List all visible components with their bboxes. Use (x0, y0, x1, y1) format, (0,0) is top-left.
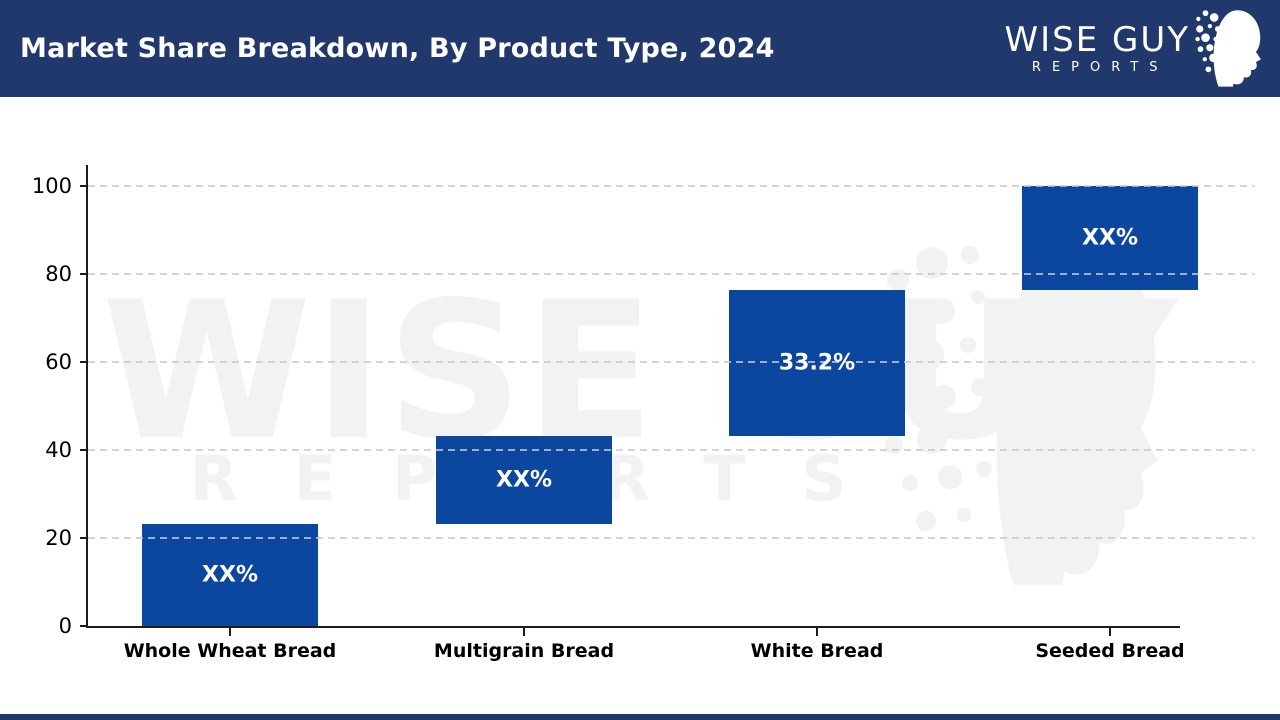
y-tick-label: 80 (45, 262, 72, 286)
brand-subtitle: REPORTS (1031, 59, 1169, 75)
y-tick-label: 100 (31, 174, 72, 198)
x-tick-label: Seeded Bread (1035, 640, 1185, 662)
y-tick-label: 40 (45, 438, 72, 462)
y-tick-label: 60 (45, 350, 72, 374)
bar (1022, 186, 1198, 290)
brand-name: WISE GUY (1004, 19, 1190, 60)
grid-line (88, 273, 1255, 275)
brand-logo-text: WISE GUY REPORTS (1004, 23, 1190, 75)
brand-logo: WISE GUY REPORTS (1004, 6, 1266, 92)
y-tick-mark (80, 449, 88, 451)
bar-value-label: XX% (496, 467, 552, 493)
bar (142, 523, 318, 626)
footer-bar (0, 714, 1280, 720)
y-tick-mark (80, 185, 88, 187)
grid-line (88, 449, 1255, 451)
grid-line (88, 361, 1255, 363)
watermark-face-icon (880, 225, 1180, 589)
y-tick-mark (80, 273, 88, 275)
y-axis-line (86, 165, 88, 628)
y-tick-label: 0 (58, 614, 72, 638)
bar-value-label: XX% (202, 562, 258, 588)
x-axis-line (86, 626, 1180, 628)
y-tick-label: 20 (45, 526, 72, 550)
grid-line (88, 185, 1255, 187)
chart-title: Market Share Breakdown, By Product Type,… (20, 33, 775, 64)
x-tick-mark (1109, 627, 1111, 636)
x-tick-label: White Bread (750, 640, 884, 662)
header-bar: Market Share Breakdown, By Product Type,… (0, 0, 1280, 97)
x-tick-label: Multigrain Bread (433, 640, 615, 662)
bar-value-label: 33.2% (778, 350, 856, 376)
x-tick-mark (816, 627, 818, 636)
logo-face-icon (1194, 6, 1266, 92)
y-tick-mark (80, 537, 88, 539)
bar-value-label: XX% (1082, 225, 1138, 251)
y-tick-mark (80, 625, 88, 627)
x-tick-mark (229, 627, 231, 636)
x-tick-mark (523, 627, 525, 636)
y-tick-mark (80, 361, 88, 363)
x-tick-label: Whole Wheat Bread (123, 640, 337, 662)
grid-line (88, 537, 1255, 539)
